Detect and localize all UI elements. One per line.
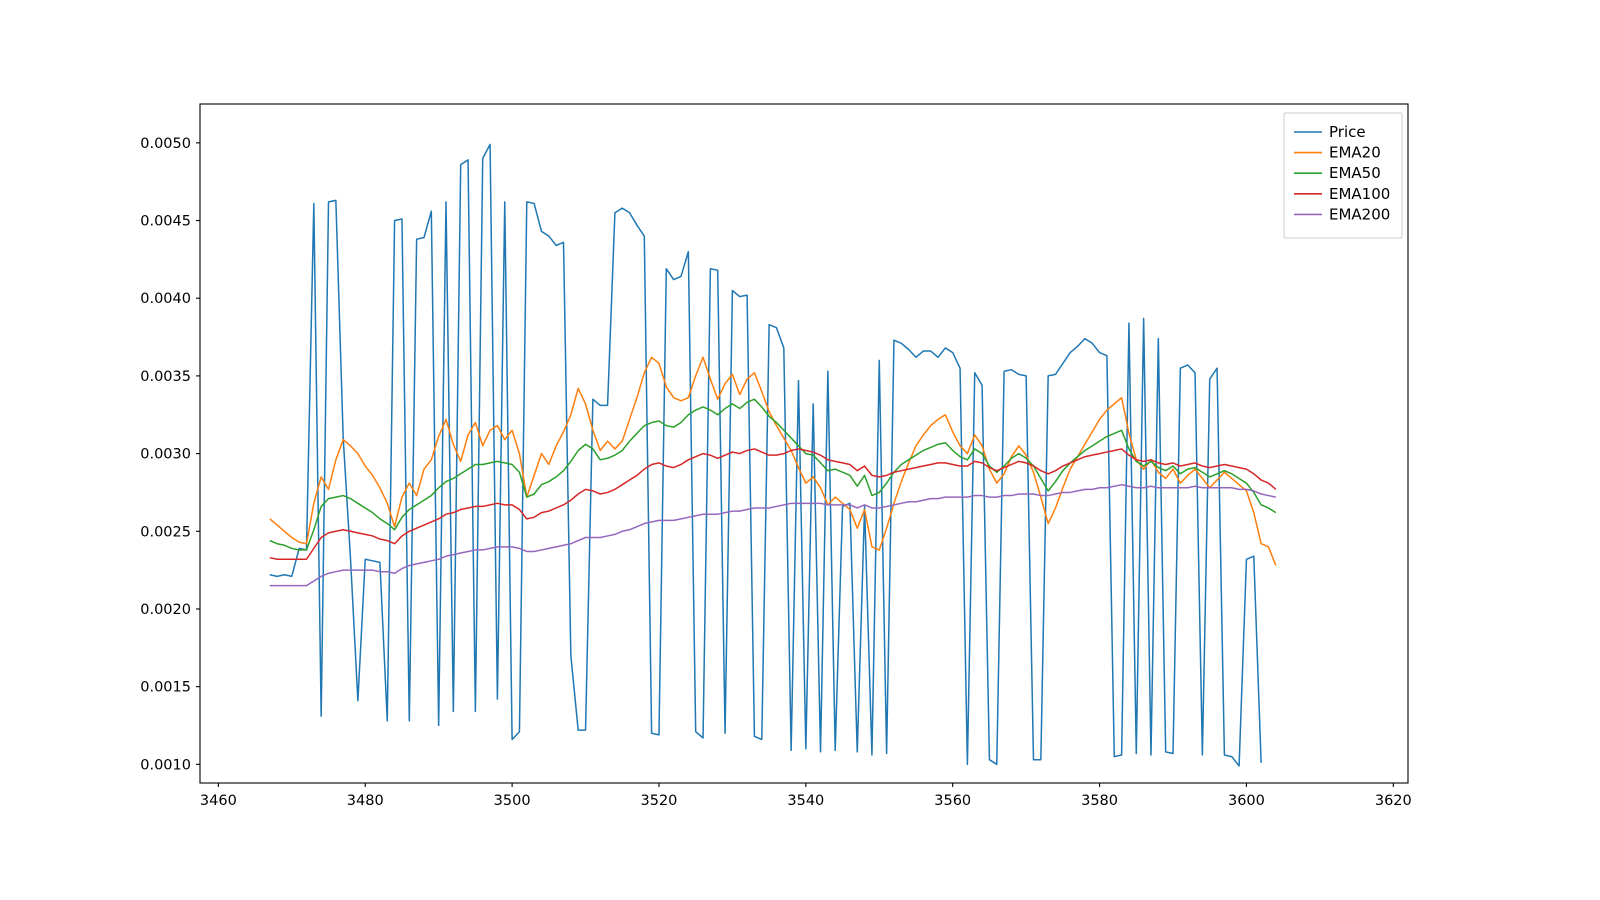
y-tick-label: 0.0010 (140, 757, 191, 773)
x-tick-label: 3620 (1375, 793, 1412, 809)
legend-label-ema100: EMA100 (1329, 185, 1390, 203)
legend-box (1283, 112, 1403, 239)
x-tick-label: 3460 (200, 793, 237, 809)
x-tick-label: 3600 (1228, 793, 1265, 809)
y-tick-label: 0.0050 (140, 136, 191, 152)
x-tick-label: 3480 (347, 793, 384, 809)
x-tick-label: 3500 (494, 793, 531, 809)
x-axis-ticks: 3460 3480 3500 3520 3540 3560 3580 3600 3620 (200, 783, 1412, 809)
x-tick-label: 3520 (641, 793, 678, 809)
legend-label-ema50: EMA50 (1329, 164, 1381, 182)
x-tick-label: 3580 (1081, 793, 1118, 809)
x-tick-label: 3540 (787, 793, 824, 809)
y-axis-ticks: 0.0010 0.0015 0.0020 0.0025 0.0030 0.0035 0.00… (140, 136, 200, 773)
legend-label-price: Price (1329, 123, 1366, 141)
y-tick-label: 0.0020 (140, 602, 191, 618)
series-line-ema100 (269, 448, 1277, 561)
y-tick-label: 0.0035 (140, 369, 191, 385)
data-series-group (269, 143, 1277, 767)
x-tick-label: 3560 (934, 793, 971, 809)
series-line-ema50 (269, 398, 1277, 551)
y-tick-label: 0.0030 (140, 447, 191, 463)
y-tick-label: 0.0025 (140, 524, 191, 540)
series-line-ema200 (269, 483, 1276, 587)
series-line-price (269, 143, 1262, 767)
chart-legend[interactable]: Price EMA20 EMA50 EMA100 EMA200 (1283, 112, 1403, 239)
legend-label-ema20: EMA20 (1329, 144, 1381, 162)
y-tick-label: 0.0045 (140, 214, 191, 230)
y-tick-label: 0.0040 (140, 291, 191, 307)
y-tick-label: 0.0015 (140, 680, 191, 696)
axes-frame (199, 103, 1409, 784)
legend-label-ema200: EMA200 (1329, 205, 1390, 223)
